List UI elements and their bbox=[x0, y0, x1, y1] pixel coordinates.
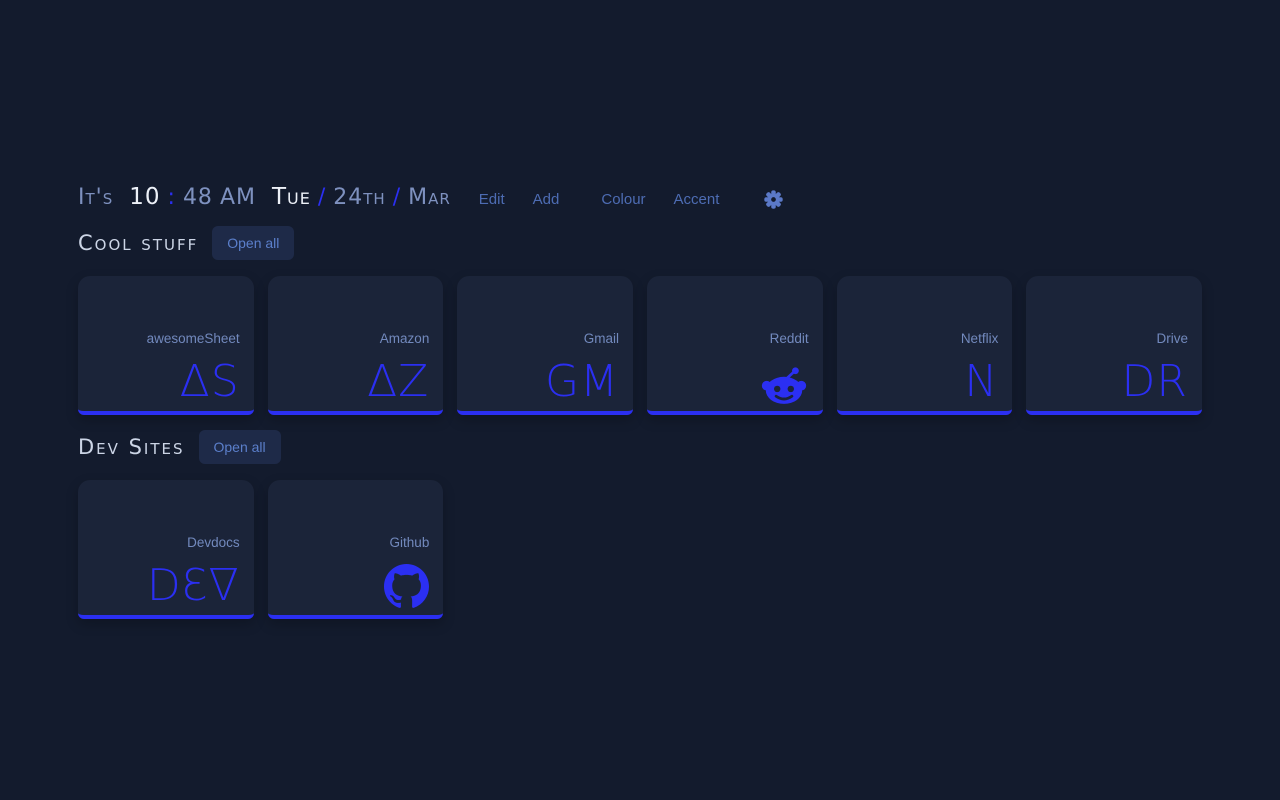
bookmark-card[interactable]: Gmail GM bbox=[457, 276, 633, 415]
section-header: Cool stuff Open all bbox=[78, 226, 1202, 260]
menu-item-add[interactable]: Add bbox=[532, 191, 560, 208]
section-header: Dev Sites Open all bbox=[78, 430, 1202, 464]
bookmark-monogram: ΔS bbox=[179, 356, 240, 408]
clock: It's 10:48 AM Tue/24th / Mar bbox=[78, 184, 451, 210]
bookmark-monogram: DƐ∇ bbox=[146, 560, 240, 612]
settings-button[interactable] bbox=[763, 189, 784, 213]
open-all-button[interactable]: Open all bbox=[212, 226, 295, 260]
bookmark-monogram: DR bbox=[1121, 356, 1188, 408]
menu: Edit Add Colour Accent bbox=[479, 191, 720, 208]
card-grid: Devdocs DƐ∇ Github bbox=[78, 480, 1202, 619]
bookmark-card[interactable]: Drive DR bbox=[1026, 276, 1202, 415]
bookmark-monogram: ΔZ bbox=[367, 356, 430, 408]
clock-segment: AM bbox=[219, 185, 256, 210]
bookmark-card[interactable]: awesomeSheet ΔS bbox=[78, 276, 254, 415]
section-title: Dev Sites bbox=[78, 435, 185, 459]
bookmark-card[interactable]: Amazon ΔZ bbox=[267, 276, 444, 415]
clock-segment: / bbox=[392, 185, 402, 210]
github-icon bbox=[384, 564, 430, 609]
bookmark-card[interactable]: Devdocs DƐ∇ bbox=[78, 480, 254, 619]
bookmark-label: Github bbox=[389, 535, 430, 550]
bookmark-label: Devdocs bbox=[187, 535, 240, 550]
bookmark-label: Gmail bbox=[583, 331, 619, 346]
bookmark-monogram: N bbox=[964, 356, 999, 408]
section-title: Cool stuff bbox=[78, 231, 199, 255]
top-bar: It's 10:48 AM Tue/24th / Mar Edit Add Colour Acc… bbox=[78, 184, 1202, 210]
bookmark-label: Reddit bbox=[769, 331, 809, 346]
clock-segment: It's bbox=[78, 185, 114, 210]
bookmark-monogram: GM bbox=[544, 356, 619, 408]
bookmark-section: Cool stuff Open all awesomeSheet ΔS Amaz… bbox=[78, 226, 1202, 415]
menu-item-colour[interactable]: Colour bbox=[601, 191, 646, 208]
clock-segment: Tue bbox=[271, 184, 311, 210]
bookmark-card[interactable]: Netflix N bbox=[836, 276, 1013, 415]
bookmark-label: Netflix bbox=[960, 331, 999, 346]
clock-segment: : bbox=[167, 185, 176, 210]
clock-segment: 24th bbox=[333, 185, 386, 210]
clock-segment: Mar bbox=[408, 185, 451, 210]
bookmark-section: Dev Sites Open all Devdocs DƐ∇ Github bbox=[78, 430, 1202, 619]
open-all-button[interactable]: Open all bbox=[198, 430, 281, 464]
bookmark-label: Drive bbox=[1156, 331, 1188, 346]
reddit-icon bbox=[759, 365, 809, 405]
menu-item-accent[interactable]: Accent bbox=[673, 191, 720, 208]
clock-segment: 10 bbox=[129, 184, 161, 210]
sections: Cool stuff Open all awesomeSheet ΔS Amaz… bbox=[78, 226, 1202, 619]
bookmark-card[interactable]: Reddit bbox=[647, 276, 823, 415]
startpage: It's 10:48 AM Tue/24th / Mar Edit Add Colour Acc… bbox=[78, 0, 1202, 619]
clock-segment: 48 bbox=[182, 185, 213, 210]
menu-item-edit[interactable]: Edit bbox=[478, 191, 505, 208]
bookmark-card[interactable]: Github bbox=[267, 480, 444, 619]
clock-segment: / bbox=[317, 185, 327, 210]
bookmark-label: Amazon bbox=[379, 331, 430, 346]
gear-icon bbox=[763, 190, 784, 213]
card-grid: awesomeSheet ΔS Amazon ΔZ Gmail GM Reddi… bbox=[78, 276, 1202, 415]
bookmark-label: awesomeSheet bbox=[146, 331, 240, 346]
